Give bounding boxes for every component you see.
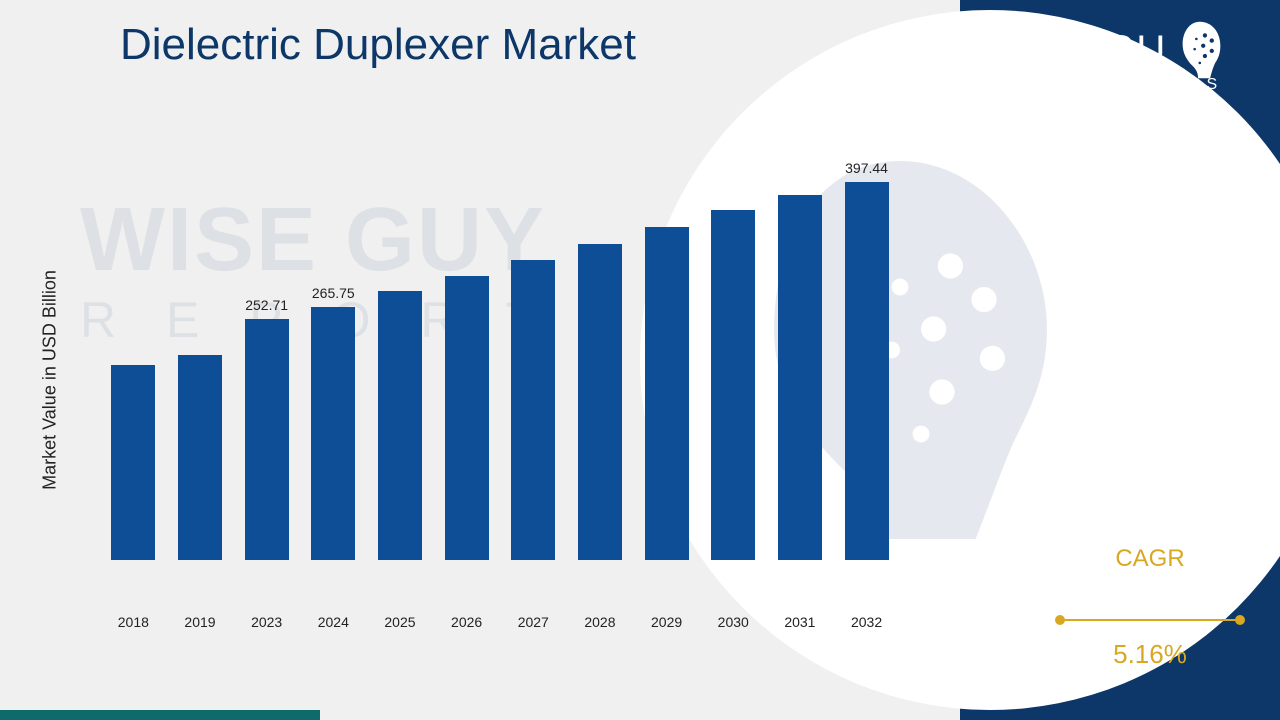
wiseguy-logo: WISE GU R E P O R T S (990, 20, 1250, 120)
x-tick-2030: 2030 (703, 614, 763, 630)
bar-2024: 265.75 (303, 285, 363, 560)
bar-rect (445, 276, 489, 560)
bar-value-label: 252.71 (245, 297, 288, 315)
bar-rect (111, 365, 155, 560)
x-tick-2019: 2019 (170, 614, 230, 630)
bar-rect (645, 227, 689, 560)
cagr-box: CAGR (2019-2032) 5.16% (1050, 545, 1250, 670)
x-tick-2023: 2023 (237, 614, 297, 630)
bar-2030 (703, 188, 763, 560)
bar-2029 (637, 205, 697, 560)
bar-2031 (770, 173, 830, 560)
bar-2027 (503, 238, 563, 560)
head-icon (1174, 20, 1229, 80)
bar-rect (245, 319, 289, 560)
bar-2025 (370, 269, 430, 560)
x-tick-2018: 2018 (103, 614, 163, 630)
logo-sub: R E P O R T S (994, 76, 1250, 94)
bar-2032: 397.44 (837, 160, 897, 561)
bar-chart: Market Value in USD Billion 252.71265.75… (90, 160, 900, 600)
bar-2019 (170, 333, 230, 560)
bar-2018 (103, 343, 163, 560)
report-graphic: WISE GUY R E P O R T S Dielectric Duplex… (0, 0, 1280, 720)
x-tick-2032: 2032 (837, 614, 897, 630)
bar-rect (845, 182, 889, 561)
x-axis: 2018 2019 2023 2024 2025 2026 2027 2028 2029 2030… (100, 614, 900, 630)
cagr-divider (1060, 619, 1240, 621)
bars-container: 252.71 265.75 397.44 (100, 160, 900, 560)
bar-rect (511, 260, 555, 560)
bar-rect (311, 307, 355, 560)
cagr-value: 5.16% (1050, 639, 1250, 670)
x-tick-2025: 2025 (370, 614, 430, 630)
bar-value-label: 265.75 (312, 285, 355, 303)
x-tick-2031: 2031 (770, 614, 830, 630)
bar-2028 (570, 222, 630, 560)
bar-rect (578, 244, 622, 560)
y-axis-label: Market Value in USD Billion (40, 270, 61, 490)
x-tick-2024: 2024 (303, 614, 363, 630)
bottom-accent-strip (0, 710, 320, 720)
bar-2023: 252.71 (237, 297, 297, 560)
cagr-label: CAGR (1050, 545, 1250, 573)
bar-rect (778, 195, 822, 560)
cagr-years: (2019-2032) (1050, 575, 1250, 601)
bar-2026 (437, 254, 497, 560)
bar-rect (378, 291, 422, 560)
logo-word-gu: GU (1104, 28, 1166, 73)
x-tick-2029: 2029 (637, 614, 697, 630)
chart-title: Dielectric Duplexer Market (120, 20, 636, 70)
x-tick-2026: 2026 (437, 614, 497, 630)
x-tick-2027: 2027 (503, 614, 563, 630)
bar-rect (711, 210, 755, 560)
logo-word-wise: WISE (990, 28, 1096, 73)
plot-area: 252.71 265.75 397.44 (100, 160, 900, 560)
x-tick-2028: 2028 (570, 614, 630, 630)
bar-rect (178, 355, 222, 560)
bar-value-label: 397.44 (845, 160, 888, 178)
